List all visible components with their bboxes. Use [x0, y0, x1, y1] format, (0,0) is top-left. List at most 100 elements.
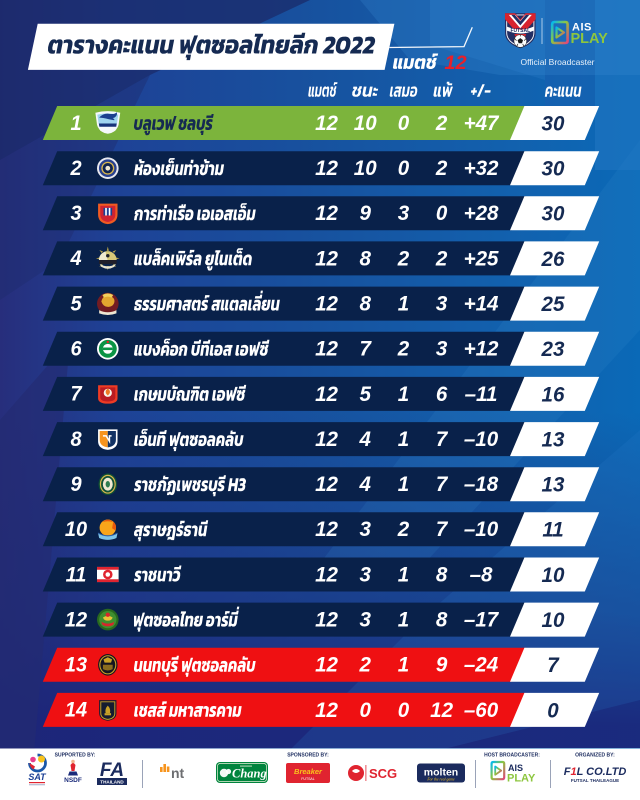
- svg-text:1: 1: [398, 292, 409, 315]
- svg-text:9: 9: [436, 653, 448, 676]
- svg-text:SUPPORTED BY:: SUPPORTED BY:: [55, 753, 96, 759]
- svg-text:0: 0: [398, 699, 410, 722]
- svg-text:+47: +47: [464, 112, 500, 135]
- svg-text:12: 12: [315, 292, 338, 315]
- svg-text:Chang: Chang: [232, 767, 267, 781]
- svg-text:7: 7: [359, 337, 372, 360]
- svg-text:8: 8: [436, 563, 448, 586]
- svg-text:23: 23: [541, 338, 565, 361]
- svg-text:0: 0: [359, 699, 371, 722]
- svg-text:10: 10: [65, 518, 88, 542]
- svg-text:AIS: AIS: [508, 763, 523, 773]
- svg-text:F1L CO.LTD: F1L CO.LTD: [564, 766, 627, 778]
- svg-text:2: 2: [435, 247, 448, 270]
- svg-text:7: 7: [70, 382, 83, 406]
- svg-text:0: 0: [436, 202, 448, 225]
- svg-text:30: 30: [542, 203, 565, 226]
- svg-text:6: 6: [70, 337, 82, 361]
- svg-text:12: 12: [315, 157, 338, 180]
- svg-text:11: 11: [542, 519, 563, 542]
- svg-text:3: 3: [359, 563, 371, 586]
- svg-text:SPONSORED BY:: SPONSORED BY:: [287, 753, 329, 759]
- svg-text:–11: –11: [465, 383, 498, 406]
- svg-text:11: 11: [66, 563, 87, 587]
- svg-text:+14: +14: [464, 292, 499, 315]
- svg-text:30: 30: [542, 112, 565, 135]
- svg-text:–17: –17: [464, 608, 500, 631]
- svg-text:PLAY: PLAY: [571, 31, 609, 47]
- svg-text:0: 0: [398, 157, 410, 180]
- svg-text:FUTSAL THAILEAGUE: FUTSAL THAILEAGUE: [571, 778, 619, 783]
- svg-text:For the real game: For the real game: [426, 778, 455, 782]
- svg-text:HOST BROADCASTER:: HOST BROADCASTER:: [484, 753, 540, 759]
- svg-text:3: 3: [359, 608, 371, 631]
- svg-text:12: 12: [315, 428, 338, 451]
- svg-text:16: 16: [542, 383, 565, 406]
- svg-text:12: 12: [430, 699, 453, 722]
- svg-text:12: 12: [315, 112, 338, 135]
- svg-text:4: 4: [358, 428, 371, 451]
- svg-text:12: 12: [65, 608, 88, 632]
- svg-text:PLAY: PLAY: [507, 773, 536, 785]
- svg-text:8: 8: [359, 247, 371, 270]
- svg-text:5: 5: [359, 383, 371, 406]
- svg-text:8: 8: [359, 292, 371, 315]
- svg-text:1: 1: [398, 563, 409, 586]
- svg-text:+25: +25: [464, 247, 499, 270]
- svg-text:10: 10: [354, 157, 377, 180]
- svg-text:nt: nt: [171, 765, 185, 781]
- svg-text:FA: FA: [100, 760, 124, 781]
- svg-text:6: 6: [436, 383, 448, 406]
- svg-text:9: 9: [70, 473, 82, 497]
- svg-text:30: 30: [542, 157, 565, 180]
- svg-text:12: 12: [315, 563, 338, 586]
- svg-text:12: 12: [315, 518, 338, 541]
- svg-text:12: 12: [315, 473, 338, 496]
- svg-text:–10: –10: [464, 428, 499, 451]
- svg-text:4: 4: [358, 473, 371, 496]
- svg-text:0: 0: [398, 112, 410, 135]
- svg-text:12: 12: [315, 247, 338, 270]
- svg-text:7: 7: [547, 654, 560, 677]
- svg-text:10: 10: [542, 609, 565, 632]
- svg-text:2: 2: [69, 157, 82, 181]
- svg-text:7: 7: [436, 428, 449, 451]
- svg-text:+12: +12: [464, 337, 499, 360]
- svg-text:3: 3: [436, 292, 448, 315]
- svg-text:5: 5: [70, 292, 82, 316]
- svg-text:–10: –10: [464, 518, 499, 541]
- svg-text:4: 4: [69, 247, 82, 271]
- svg-text:SAT: SAT: [28, 772, 47, 782]
- svg-text:0: 0: [547, 699, 559, 722]
- svg-text:12: 12: [315, 699, 338, 722]
- svg-text:12: 12: [315, 653, 338, 676]
- svg-text:3: 3: [398, 202, 410, 225]
- svg-text:AIS: AIS: [572, 22, 592, 34]
- svg-text:3: 3: [70, 202, 82, 226]
- svg-text:2: 2: [397, 518, 410, 541]
- svg-text:+28: +28: [464, 202, 499, 225]
- svg-text:1: 1: [398, 428, 409, 451]
- svg-text:molten: molten: [424, 767, 458, 779]
- svg-text:7: 7: [436, 518, 449, 541]
- svg-text:2: 2: [435, 157, 448, 180]
- svg-text:Breaker: Breaker: [294, 767, 323, 776]
- svg-text:1: 1: [398, 653, 409, 676]
- svg-text:Official Broadcaster: Official Broadcaster: [520, 57, 594, 67]
- svg-text:12: 12: [315, 337, 338, 360]
- svg-text:12: 12: [315, 383, 338, 406]
- svg-text:–24: –24: [464, 653, 499, 676]
- svg-text:1: 1: [398, 383, 409, 406]
- svg-text:7: 7: [436, 473, 449, 496]
- svg-text:FUTSAL: FUTSAL: [301, 777, 314, 781]
- svg-text:–18: –18: [464, 473, 499, 496]
- svg-text:1: 1: [398, 473, 409, 496]
- svg-text:–60: –60: [464, 699, 499, 722]
- svg-text:14: 14: [65, 698, 88, 722]
- svg-text:13: 13: [542, 428, 565, 451]
- svg-text:3: 3: [359, 518, 371, 541]
- svg-text:+32: +32: [464, 157, 499, 180]
- svg-text:8: 8: [436, 608, 448, 631]
- svg-text:26: 26: [541, 248, 565, 271]
- svg-text:10: 10: [354, 112, 377, 135]
